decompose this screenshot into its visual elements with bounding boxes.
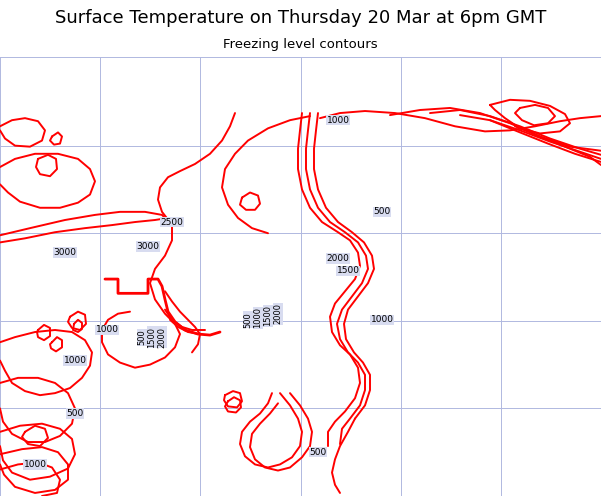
Text: 2000: 2000 (273, 303, 282, 324)
Text: 500: 500 (243, 312, 252, 328)
Text: 1000: 1000 (370, 315, 394, 324)
Text: 1500: 1500 (337, 266, 359, 275)
Text: 1000: 1000 (64, 356, 87, 365)
Text: 500: 500 (373, 207, 391, 216)
Text: 1000: 1000 (23, 460, 46, 469)
Text: 1000: 1000 (326, 116, 350, 124)
Text: 3000: 3000 (53, 248, 76, 257)
Text: 2000: 2000 (157, 327, 166, 348)
Text: 500: 500 (66, 409, 84, 418)
Text: 500: 500 (138, 329, 147, 345)
Text: 1000: 1000 (254, 307, 263, 328)
Text: 500: 500 (310, 448, 326, 457)
Text: Surface Temperature on Thursday 20 Mar at 6pm GMT: Surface Temperature on Thursday 20 Mar a… (55, 9, 546, 27)
Text: 3000: 3000 (136, 242, 159, 251)
Text: 1500: 1500 (263, 305, 272, 326)
Text: 2500: 2500 (160, 218, 183, 227)
Text: 1000: 1000 (96, 325, 118, 334)
Text: 1500: 1500 (147, 327, 156, 348)
Text: 2000: 2000 (326, 254, 349, 263)
Text: Freezing level contours: Freezing level contours (223, 38, 378, 51)
